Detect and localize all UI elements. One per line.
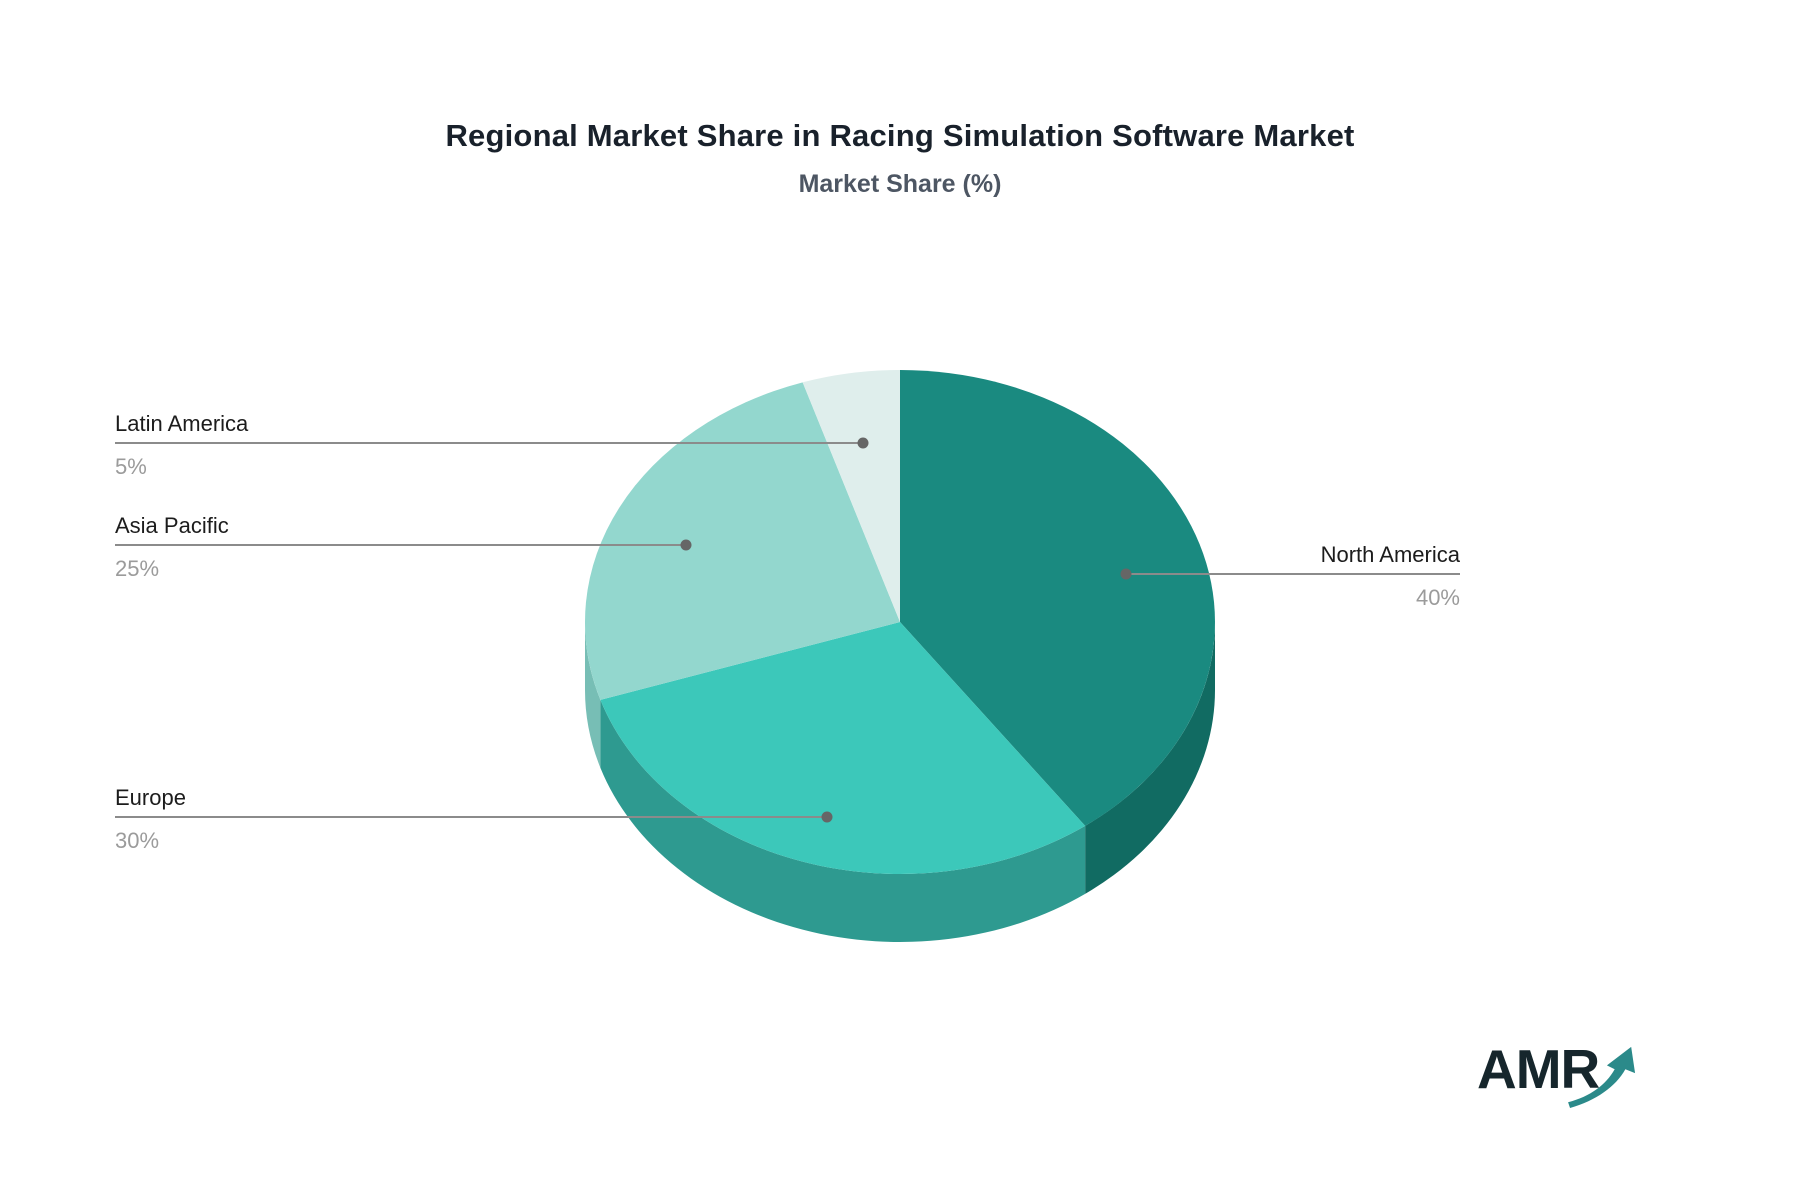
callout-north-america: North America 40%	[1120, 542, 1461, 610]
callout-value-north-america: 40%	[1416, 585, 1460, 610]
callout-asia-pacific: Asia Pacific 25%	[115, 513, 692, 581]
callout-value-europe: 30%	[115, 828, 159, 853]
pie-slice-europe[interactable]	[600, 622, 1086, 874]
amr-logo: AMR	[1477, 1036, 1667, 1112]
chart-title: Regional Market Share in Racing Simulati…	[445, 118, 1355, 153]
callout-label-asia-pacific: Asia Pacific	[115, 513, 229, 538]
growth-arrow-icon	[1568, 1046, 1636, 1109]
pie-slice-asia-pacific[interactable]	[585, 382, 900, 700]
pie-slice-side-north-america	[1085, 622, 1215, 894]
callout-value-asia-pacific: 25%	[115, 556, 159, 581]
pie-slice-side-asia-pacific	[585, 622, 601, 768]
leader-dot	[1120, 568, 1132, 580]
callout-label-latin-america: Latin America	[115, 411, 249, 436]
pie-slice-north-america[interactable]	[900, 370, 1215, 826]
pie-slice-latin-america[interactable]	[802, 370, 900, 622]
pie-slice-side-europe	[600, 699, 1086, 942]
chart-subtitle: Market Share (%)	[798, 170, 1002, 198]
leader-dot	[821, 811, 833, 823]
callout-label-north-america: North America	[1321, 542, 1461, 567]
callout-value-latin-america: 5%	[115, 454, 147, 479]
leader-dot	[680, 539, 692, 551]
amr-logo-text: AMR	[1477, 1038, 1600, 1100]
callout-latin-america: Latin America 5%	[115, 411, 869, 479]
leader-dot	[857, 437, 869, 449]
callout-label-europe: Europe	[115, 785, 186, 810]
callout-europe: Europe 30%	[115, 785, 833, 853]
